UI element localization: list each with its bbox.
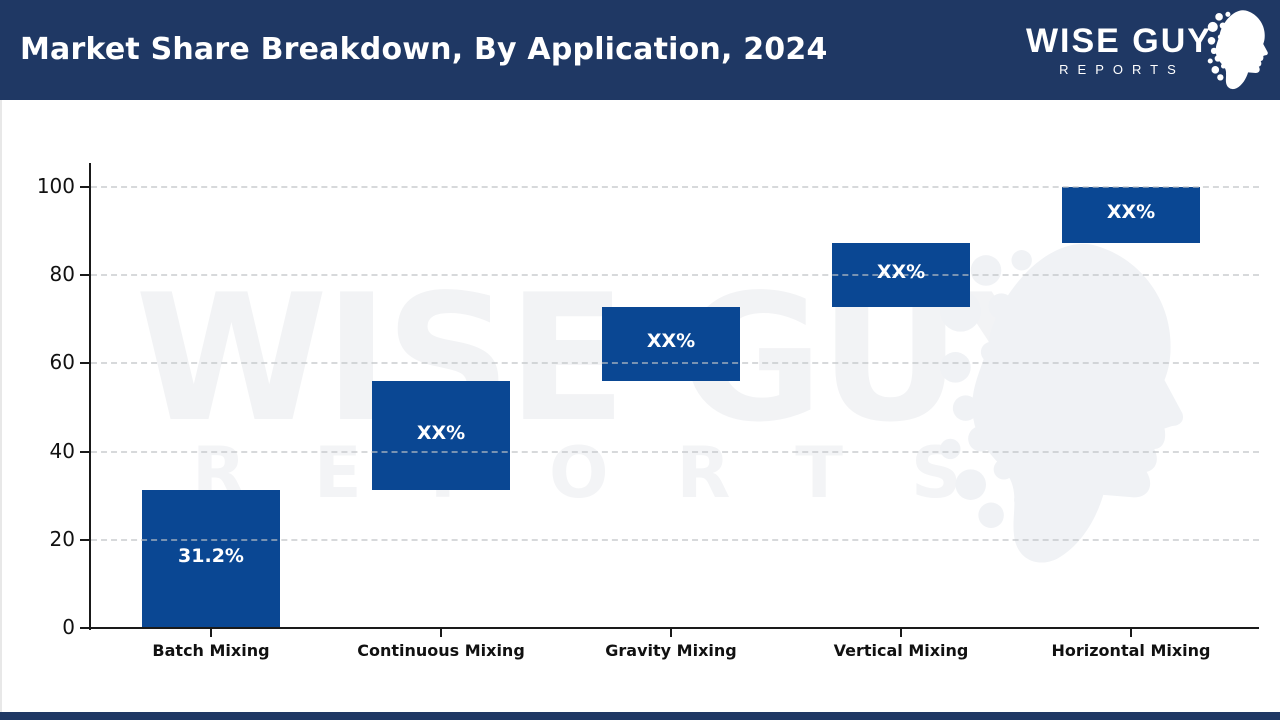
gridline <box>91 450 1259 453</box>
x-axis <box>89 627 1259 629</box>
gridline <box>91 186 1259 188</box>
bar-value-label: XX% <box>646 329 696 352</box>
brand-head-icon <box>1207 10 1268 90</box>
gridline <box>91 538 1259 541</box>
brand-logo: WISE GUY REPORTS <box>1026 8 1270 90</box>
category-label: Vertical Mixing <box>833 641 969 660</box>
y-tick-label: 0 <box>62 615 75 639</box>
y-tick-label: 20 <box>49 526 75 551</box>
bar <box>1062 187 1200 243</box>
x-tick <box>1130 629 1132 637</box>
bar <box>602 306 740 382</box>
y-tick <box>80 186 89 188</box>
gridline <box>91 274 1259 277</box>
watermark-reports: REPORTS <box>192 432 1030 514</box>
category-label: Gravity Mixing <box>605 641 737 660</box>
footer-bar <box>0 712 1280 720</box>
bar-value-label: XX% <box>876 260 926 283</box>
category-label: Continuous Mixing <box>357 641 525 660</box>
y-tick <box>80 362 89 365</box>
brand-name: WISE GUY <box>1025 21 1212 60</box>
category-label: Horizontal Mixing <box>1051 641 1211 660</box>
header-bar: Market Share Breakdown, By Application, … <box>0 0 1280 100</box>
bar-value-label: XX% <box>416 421 466 444</box>
bar <box>142 490 280 628</box>
brand-logo-text: WISE GUY REPORTS <box>1026 21 1212 78</box>
gridline <box>91 362 1259 365</box>
page-title: Market Share Breakdown, By Application, … <box>20 32 828 67</box>
watermark-head-icon <box>940 243 1184 563</box>
bar <box>372 381 510 491</box>
y-tick-label: 60 <box>49 350 75 375</box>
y-axis <box>89 163 91 630</box>
bar-value-label: XX% <box>1106 201 1156 223</box>
brand-subname: REPORTS <box>1059 61 1185 77</box>
x-tick <box>900 629 902 637</box>
y-tick <box>80 627 89 629</box>
category-label: Batch Mixing <box>152 641 270 660</box>
bar-value-label: 31.2% <box>178 545 244 568</box>
y-tick <box>80 450 89 453</box>
y-tick-label: 40 <box>49 438 75 463</box>
left-border-line <box>0 100 2 712</box>
x-tick <box>210 629 212 637</box>
y-tick <box>80 538 89 541</box>
y-tick-label: 80 <box>49 262 75 287</box>
x-tick <box>440 629 442 637</box>
y-tick <box>80 274 89 277</box>
x-tick <box>670 629 672 637</box>
y-tick-label: 100 <box>36 174 75 198</box>
